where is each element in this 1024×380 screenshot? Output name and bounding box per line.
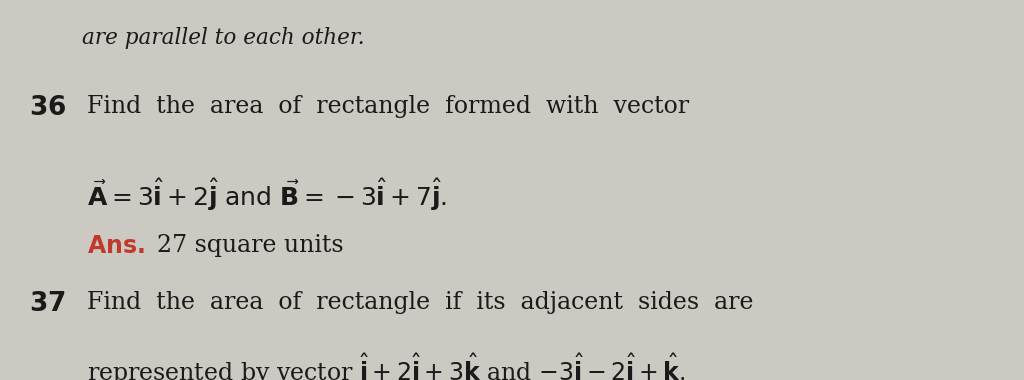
Text: $\mathbf{36}$: $\mathbf{36}$ <box>29 95 66 121</box>
Text: $\vec{\mathbf{A}}=3\hat{\mathbf{i}}+2\hat{\mathbf{j}}$ and $\vec{\mathbf{B}}=-3\: $\vec{\mathbf{A}}=3\hat{\mathbf{i}}+2\ha… <box>87 177 446 213</box>
Text: Find  the  area  of  rectangle  if  its  adjacent  sides  are: Find the area of rectangle if its adjace… <box>87 291 754 314</box>
Text: Find  the  area  of  rectangle  formed  with  vector: Find the area of rectangle formed with v… <box>87 95 689 118</box>
Text: are parallel to each other.: are parallel to each other. <box>82 27 365 49</box>
Text: 27 square units: 27 square units <box>157 234 343 257</box>
Text: represented by vector $\hat{\mathbf{i}}+2\hat{\mathbf{j}}+3\hat{\mathbf{k}}$ and: represented by vector $\hat{\mathbf{i}}+… <box>87 352 685 380</box>
Text: $\mathbf{37}$: $\mathbf{37}$ <box>29 291 66 317</box>
Text: $\mathbf{Ans.}$: $\mathbf{Ans.}$ <box>87 234 144 258</box>
